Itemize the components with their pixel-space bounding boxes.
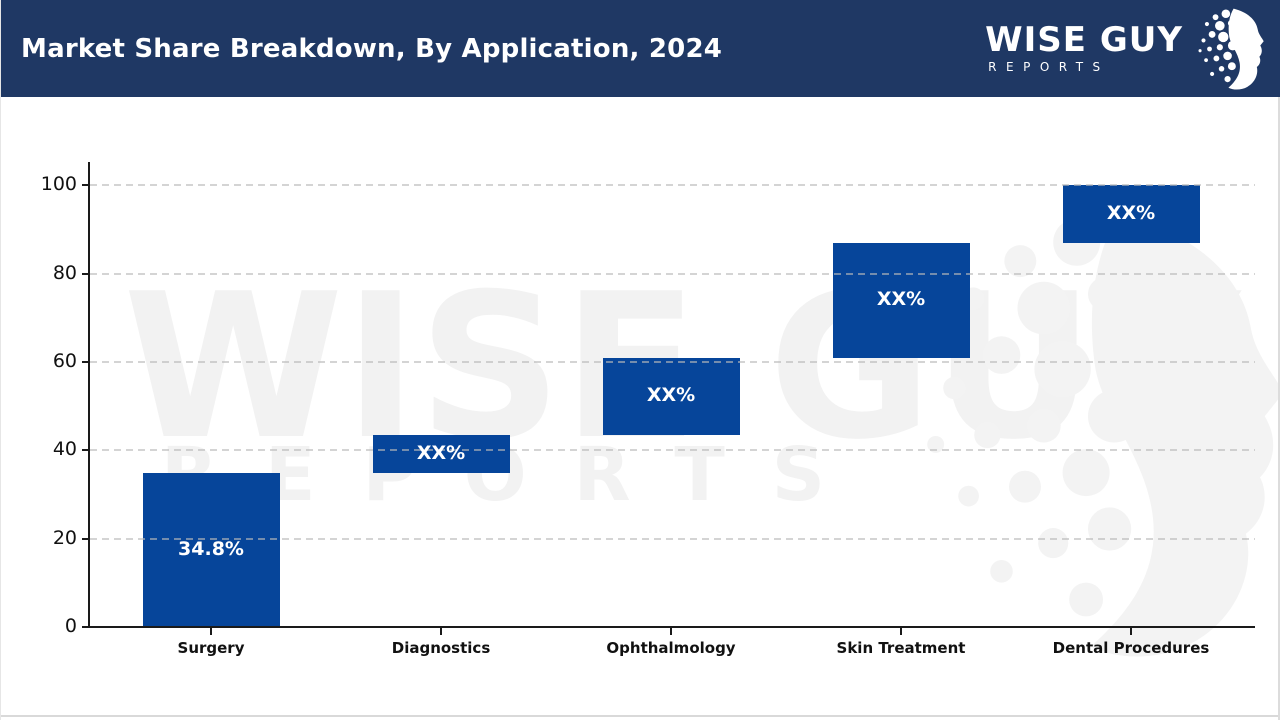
bar-value-label-dental-procedures: XX% [1106,202,1156,224]
y-tick-label-40: 40 [52,438,77,461]
x-tick-label-skin-treatment: Skin Treatment [836,639,966,657]
y-tick-label-60: 60 [52,349,77,372]
x-tick-ophthalmology [670,628,672,635]
y-tick-60 [82,360,89,363]
gridline-60 [90,360,1255,363]
gridline-20 [90,537,1255,540]
x-tick-label-dental-procedures: Dental Procedures [1052,639,1210,657]
gridline-40 [90,449,1255,452]
bar-value-label-skin-treatment: XX% [876,288,926,311]
page-right-divider [1278,97,1280,720]
y-tick-label-100: 100 [40,173,77,196]
watermark-head-icon [927,214,1280,657]
x-tick-dental-procedures [1130,628,1132,635]
bar-skin-treatment [832,242,970,358]
page-title: Market Share Breakdown, By Application, … [21,33,723,64]
y-tick-40 [82,449,89,452]
brand-name: WISE GUY [985,20,1183,60]
bar-value-label-ophthalmology: XX% [646,384,696,407]
page-bottom-divider [1,715,1280,717]
app-header: Market Share Breakdown, By Application, … [1,0,1280,97]
bar-dental-procedures [1062,185,1200,243]
bar-value-label-surgery: 34.8% [178,538,244,561]
y-tick-80 [82,272,89,275]
wiseguy-head-icon [1198,8,1264,90]
x-tick-surgery [210,628,212,635]
bar-value-label-diagnostics: XX% [416,442,466,465]
brand-wordmark: WISE GUY REPORTS [985,23,1183,74]
bar-diagnostics [372,434,510,474]
brand-logo: WISE GUY REPORTS [985,6,1280,92]
x-axis-line [88,626,1255,628]
x-tick-skin-treatment [900,628,902,635]
brand-subtitle: REPORTS [988,60,1110,74]
chart-area: 34.8% Surgery XX% Diagnostics XX% Ophthalmolo… [1,97,1280,720]
bar-surgery [142,473,280,627]
y-tick-0 [82,626,89,628]
bar-ophthalmology [602,357,740,435]
y-tick-20 [82,537,89,540]
gridline-100 [90,184,1255,187]
y-tick-label-20: 20 [52,526,77,549]
x-tick-label-ophthalmology: Ophthalmology [606,639,736,657]
y-tick-label-0: 0 [64,615,77,637]
y-axis-line [88,162,90,628]
y-tick-label-80: 80 [52,261,77,284]
x-tick-diagnostics [440,628,442,635]
x-tick-label-diagnostics: Diagnostics [391,639,491,657]
x-tick-label-surgery: Surgery [177,639,245,657]
y-tick-100 [82,184,89,187]
gridline-80 [90,272,1255,275]
